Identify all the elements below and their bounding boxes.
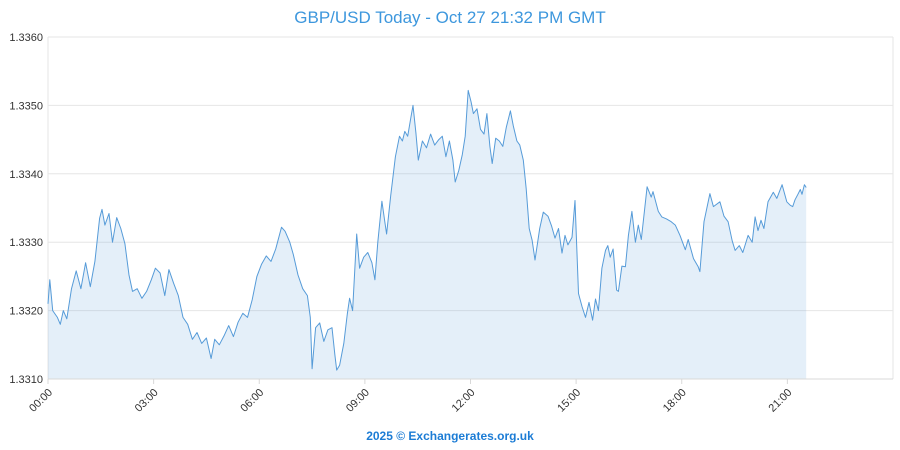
chart-title: GBP/USD Today - Oct 27 21:32 PM GMT <box>294 8 606 27</box>
area-series <box>48 90 807 380</box>
x-axis-label: 15:00 <box>555 387 583 415</box>
x-axis-label: 03:00 <box>133 387 161 415</box>
y-axis-label: 1.3340 <box>9 169 43 181</box>
x-axis-label: 21:00 <box>767 387 795 415</box>
x-axis-label: 06:00 <box>238 387 266 415</box>
y-axis-label: 1.3350 <box>9 100 43 112</box>
chart-footer: 2025 © Exchangerates.org.uk <box>0 429 900 443</box>
y-axis-label: 1.3320 <box>9 306 43 318</box>
x-axis-label: 18:00 <box>661 387 689 415</box>
y-axis-label: 1.3310 <box>9 374 43 386</box>
x-axis-label: 09:00 <box>344 387 372 415</box>
copyright-link[interactable]: 2025 © Exchangerates.org.uk <box>366 429 534 443</box>
plot-area[interactable] <box>48 37 893 379</box>
line-series <box>47 89 807 371</box>
x-axis-label: 00:00 <box>27 387 55 415</box>
y-axis-label: 1.3330 <box>9 237 43 249</box>
x-axis-label: 12:00 <box>450 387 478 415</box>
y-axis-label: 1.3360 <box>9 32 43 44</box>
